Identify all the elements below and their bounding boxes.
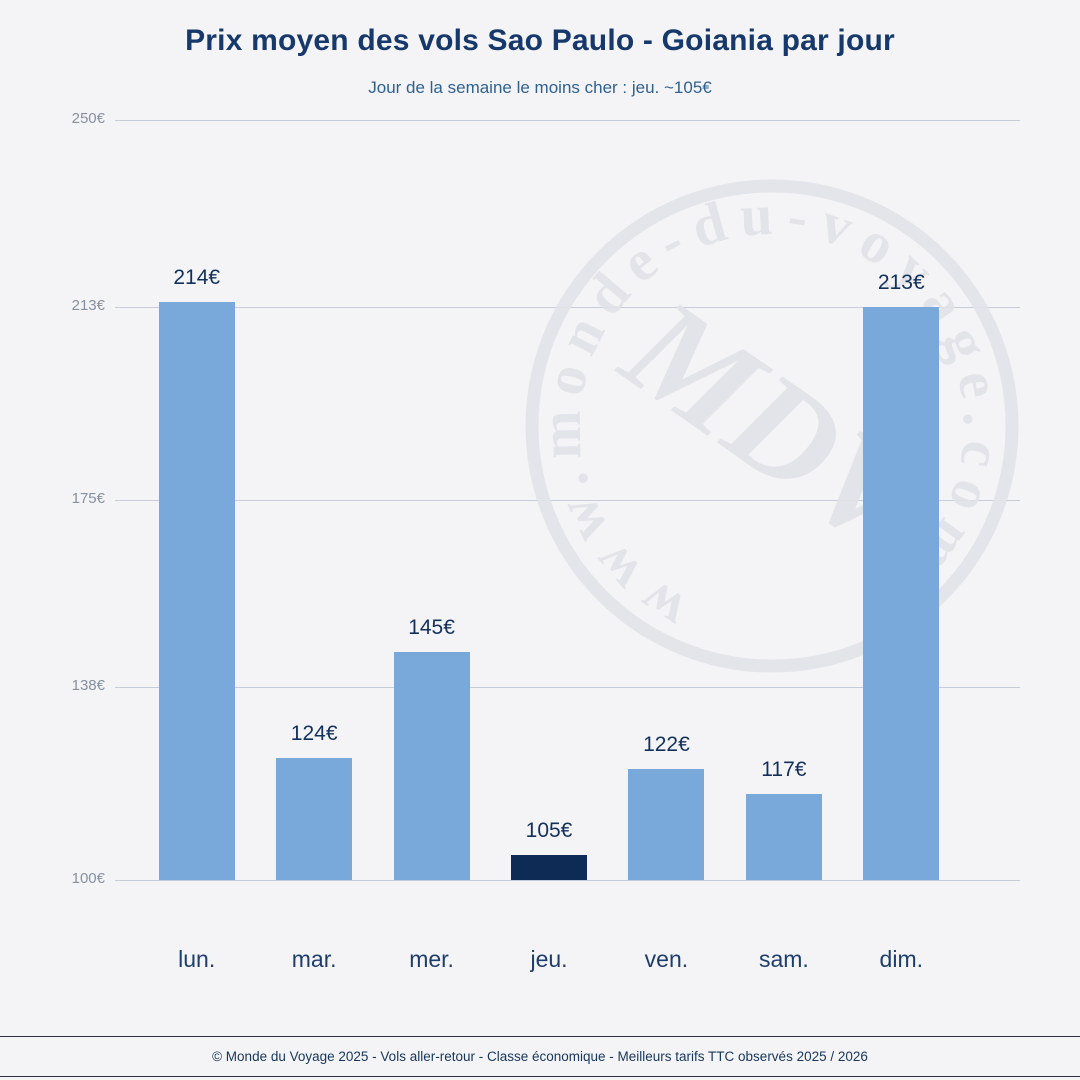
y-axis-tick-label: 250€ — [71, 110, 105, 127]
y-axis-tick-label: 100€ — [71, 870, 105, 887]
bar-ven — [628, 768, 705, 880]
bar-value-label: 214€ — [173, 266, 221, 290]
y-axis-tick-label: 213€ — [71, 297, 105, 315]
bar-value-label: 213€ — [877, 271, 925, 295]
bar-jeu — [511, 854, 587, 880]
y-axis-tick-label: 138€ — [71, 677, 105, 695]
gridline — [115, 880, 1020, 881]
x-axis-tick-label: lun. — [178, 946, 216, 972]
x-axis-tick-label: jeu. — [530, 946, 568, 972]
x-axis-tick-label: mer. — [409, 946, 454, 972]
y-axis-tick-label: 175€ — [71, 490, 105, 507]
bar-dim — [863, 307, 940, 880]
x-axis-tick-label: ven. — [644, 946, 689, 972]
gridline — [115, 120, 1020, 121]
footer-text: © Monde du Voyage 2025 - Vols aller-reto… — [212, 1049, 868, 1064]
gridline — [115, 500, 1020, 501]
x-axis-tick-label: mar. — [291, 946, 337, 972]
bar-value-label: 105€ — [525, 818, 573, 842]
x-axis-tick-label: dim. — [879, 946, 923, 972]
bar-value-label: 122€ — [643, 732, 690, 756]
bar-value-label: 124€ — [290, 722, 338, 746]
watermark-outer-ring — [525, 179, 1019, 673]
bar-value-label: 145€ — [408, 616, 455, 639]
bar-mer — [393, 652, 470, 880]
x-axis-tick-label: sam. — [758, 946, 809, 972]
footer: © Monde du Voyage 2025 - Vols aller-reto… — [0, 1036, 1080, 1077]
bar-value-label: 117€ — [761, 757, 807, 781]
bar-lun — [158, 302, 235, 880]
bar-sam — [745, 793, 822, 880]
chart-subtitle: Jour de la semaine le moins cher : jeu. … — [368, 78, 712, 97]
chart-title: Prix moyen des vols Sao Paulo - Goiania … — [185, 24, 895, 57]
gridline — [115, 687, 1020, 689]
bar-mar — [276, 758, 353, 880]
